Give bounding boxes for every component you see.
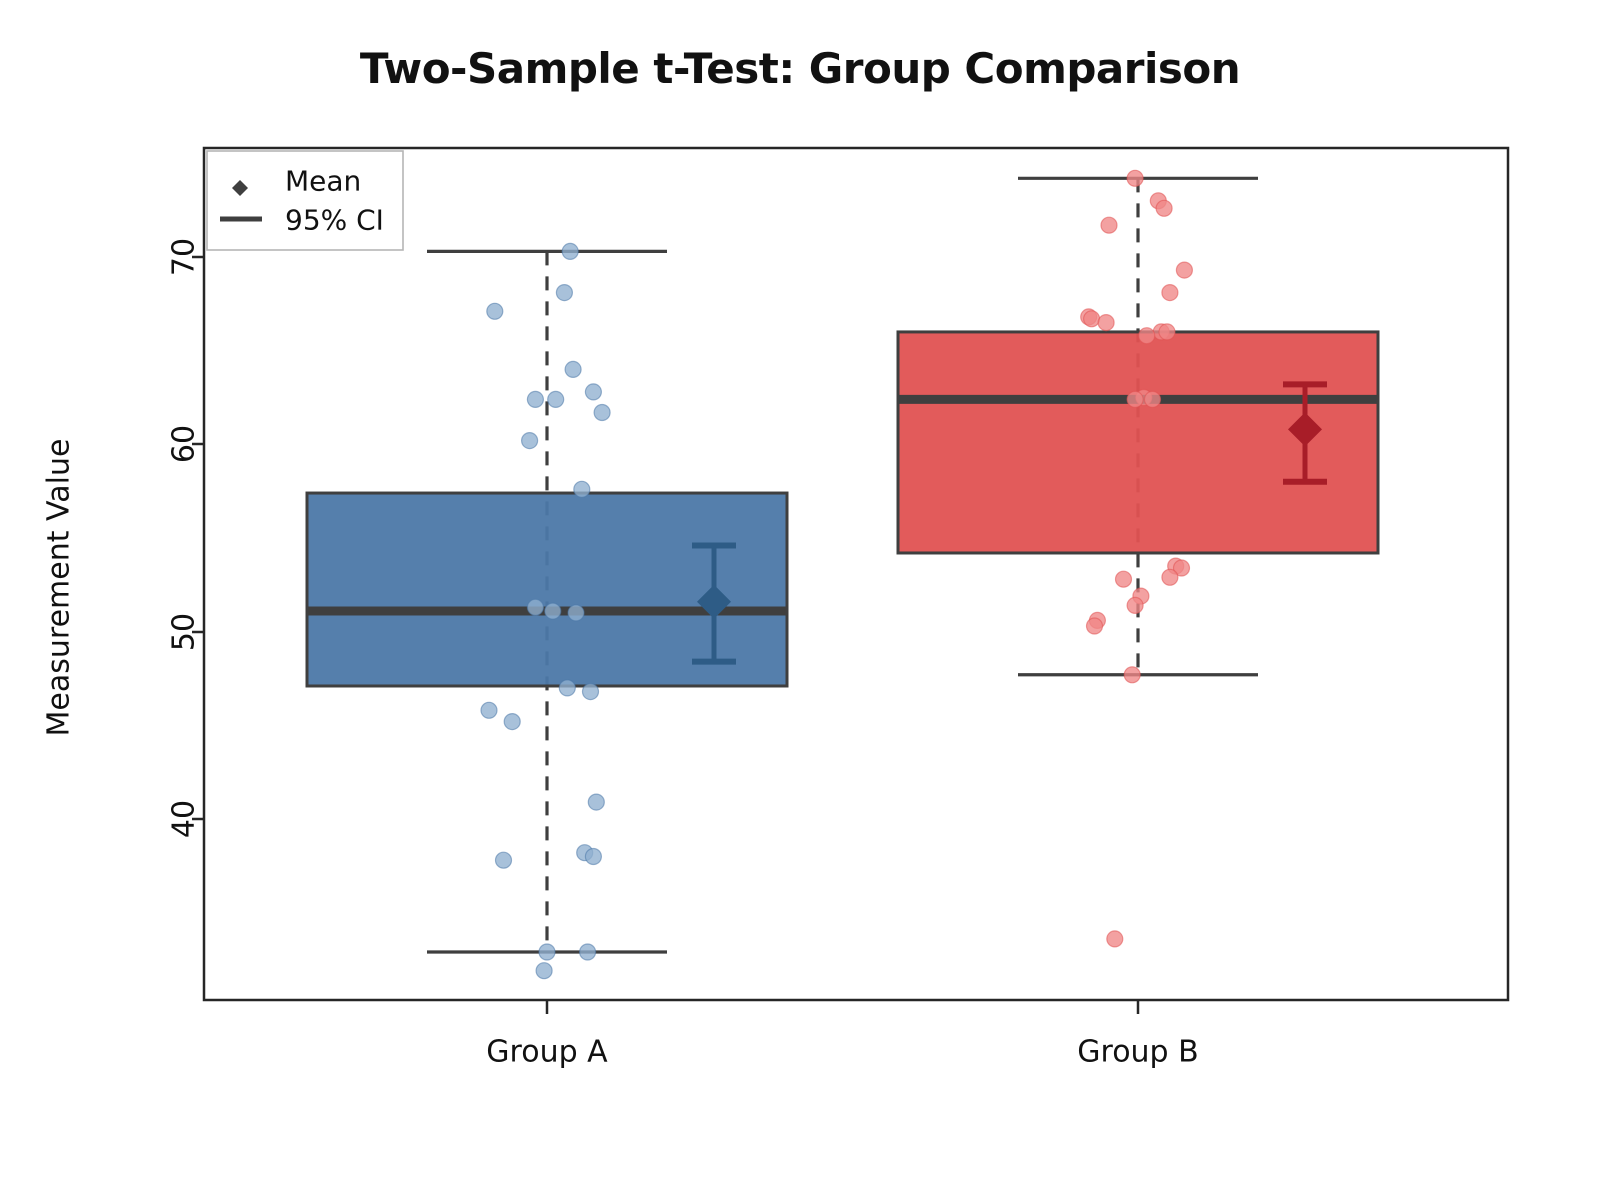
data-point [1106, 930, 1124, 948]
page-title: Two-Sample t-Test: Group Comparison [359, 44, 1241, 93]
data-point [480, 701, 498, 719]
mean-marker [1288, 412, 1322, 447]
y-tick-label-40: 40 [167, 800, 202, 838]
data-point [1126, 596, 1144, 615]
data-point [520, 432, 539, 450]
data-point [581, 682, 600, 701]
data-point [1172, 559, 1191, 577]
data-point [1161, 568, 1179, 586]
legend-label-ci: 95% CI [285, 204, 384, 237]
data-point [584, 383, 603, 401]
box-body[interactable] [896, 330, 1380, 555]
data-point [526, 598, 545, 616]
data-point [1155, 199, 1173, 217]
data-point [1085, 617, 1104, 635]
data-point [584, 847, 603, 866]
data-point [1097, 314, 1115, 332]
x-tick-label-group-b: Group B [1077, 1035, 1198, 1070]
data-point [535, 962, 553, 980]
data-point [1143, 390, 1162, 408]
data-point [544, 602, 562, 620]
data-point [573, 480, 591, 498]
data-point [1126, 169, 1144, 187]
y-axis-ticks [192, 255, 204, 821]
data-point [578, 943, 597, 961]
y-tick-label-60: 60 [167, 425, 202, 463]
data-point [561, 242, 579, 260]
chart-legend: Mean 95% CI [206, 150, 404, 251]
data-point [567, 604, 585, 622]
data-point [558, 679, 576, 697]
mean-diamond-icon [232, 180, 248, 196]
data-point [1114, 570, 1133, 588]
data-point [1138, 327, 1156, 345]
data-point [494, 851, 513, 869]
x-axis-ticks [545, 1000, 1140, 1014]
boxplot-series-layer [305, 169, 1380, 980]
legend-box [206, 150, 404, 251]
data-point [547, 390, 565, 408]
box-body[interactable] [305, 491, 789, 688]
data-point [587, 793, 605, 811]
boxplot-group-1 [305, 242, 789, 980]
boxplot-group-2 [896, 169, 1380, 948]
data-point [1100, 216, 1118, 234]
data-point [1175, 261, 1194, 279]
data-point [1161, 284, 1179, 302]
data-point [555, 284, 574, 302]
data-point [486, 302, 504, 320]
mean-marker [697, 584, 731, 619]
data-point [503, 712, 521, 731]
data-point [564, 360, 582, 378]
data-point [538, 943, 556, 961]
y-tick-label-50: 50 [167, 613, 202, 651]
data-point [526, 390, 545, 408]
data-point [1126, 390, 1144, 408]
x-tick-label-group-a: Group A [486, 1035, 608, 1070]
data-point [1158, 323, 1176, 341]
data-point [1123, 666, 1141, 684]
data-point [1082, 310, 1101, 328]
y-tick-label-70: 70 [167, 238, 202, 276]
data-point [593, 403, 611, 422]
legend-label-mean: Mean [285, 165, 361, 198]
